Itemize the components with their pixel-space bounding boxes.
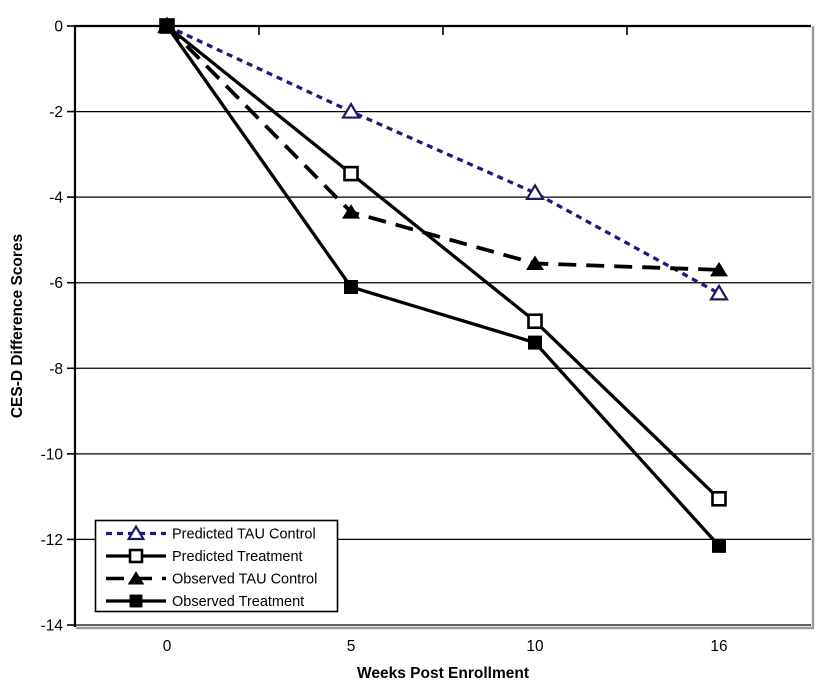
x-tick-label: 10 <box>526 638 544 655</box>
legend-label: Predicted TAU Control <box>172 527 316 543</box>
x-axis-title: Weeks Post Enrollment <box>357 665 529 682</box>
marker-filled-square <box>160 19 174 33</box>
marker-open-triangle <box>341 101 361 119</box>
legend-label: Predicted Treatment <box>172 549 303 565</box>
legend-item: Observed Treatment <box>106 594 304 610</box>
marker-filled-triangle <box>127 571 145 585</box>
marker-filled-square <box>344 279 358 294</box>
y-tick-label: -14 <box>41 618 64 635</box>
y-tick-label: 0 <box>54 19 63 36</box>
legend-item: Predicted Treatment <box>106 548 303 565</box>
y-tick-label: -6 <box>49 275 63 292</box>
marker-filled-square <box>528 335 542 350</box>
legend-item: Predicted TAU Control <box>106 524 316 543</box>
line-predicted-treatment <box>165 24 721 500</box>
legend-label: Observed Treatment <box>172 594 304 610</box>
marker-open-square <box>711 490 727 507</box>
x-tick-labels: 0 5 10 16 <box>163 638 728 655</box>
line-observed-treatment <box>165 25 721 547</box>
marker-open-square <box>527 313 543 330</box>
legend-item: Observed TAU Control <box>106 571 317 588</box>
line-predicted-tau-control <box>166 24 720 295</box>
marker-open-triangle <box>525 183 545 200</box>
marker-open-square <box>343 165 359 182</box>
legend: Predicted TAU Control Predicted Treatment… <box>94 519 339 613</box>
marker-open-square <box>128 548 144 564</box>
y-tick-label: -4 <box>49 190 63 207</box>
line-observed-tau-control <box>165 24 720 272</box>
y-tick-label: -12 <box>41 532 63 549</box>
axes <box>67 25 628 627</box>
x-tick-label: 0 <box>163 638 172 655</box>
plot-border <box>76 26 815 630</box>
series-markers <box>157 16 729 553</box>
y-tick-label: -10 <box>41 446 64 463</box>
series-lines <box>165 24 721 547</box>
marker-filled-triangle <box>526 255 544 270</box>
y-tick-labels: 0 -2 -4 -6 -8 -10 -12 -14 <box>41 19 64 635</box>
y-axis-title: CES-D Difference Scores <box>9 234 26 418</box>
x-tick-label: 5 <box>347 638 356 655</box>
marker-open-triangle <box>709 283 729 301</box>
marker-filled-triangle <box>342 204 360 219</box>
marker-filled-square <box>129 594 143 608</box>
y-tick-label: -2 <box>49 104 63 121</box>
marker-filled-square <box>712 538 726 553</box>
marker-filled-triangle <box>710 261 728 277</box>
legend-label: Observed TAU Control <box>172 572 317 588</box>
y-tick-label: -8 <box>49 361 63 378</box>
marker-open-triangle <box>126 524 146 541</box>
x-tick-label: 16 <box>710 638 727 655</box>
